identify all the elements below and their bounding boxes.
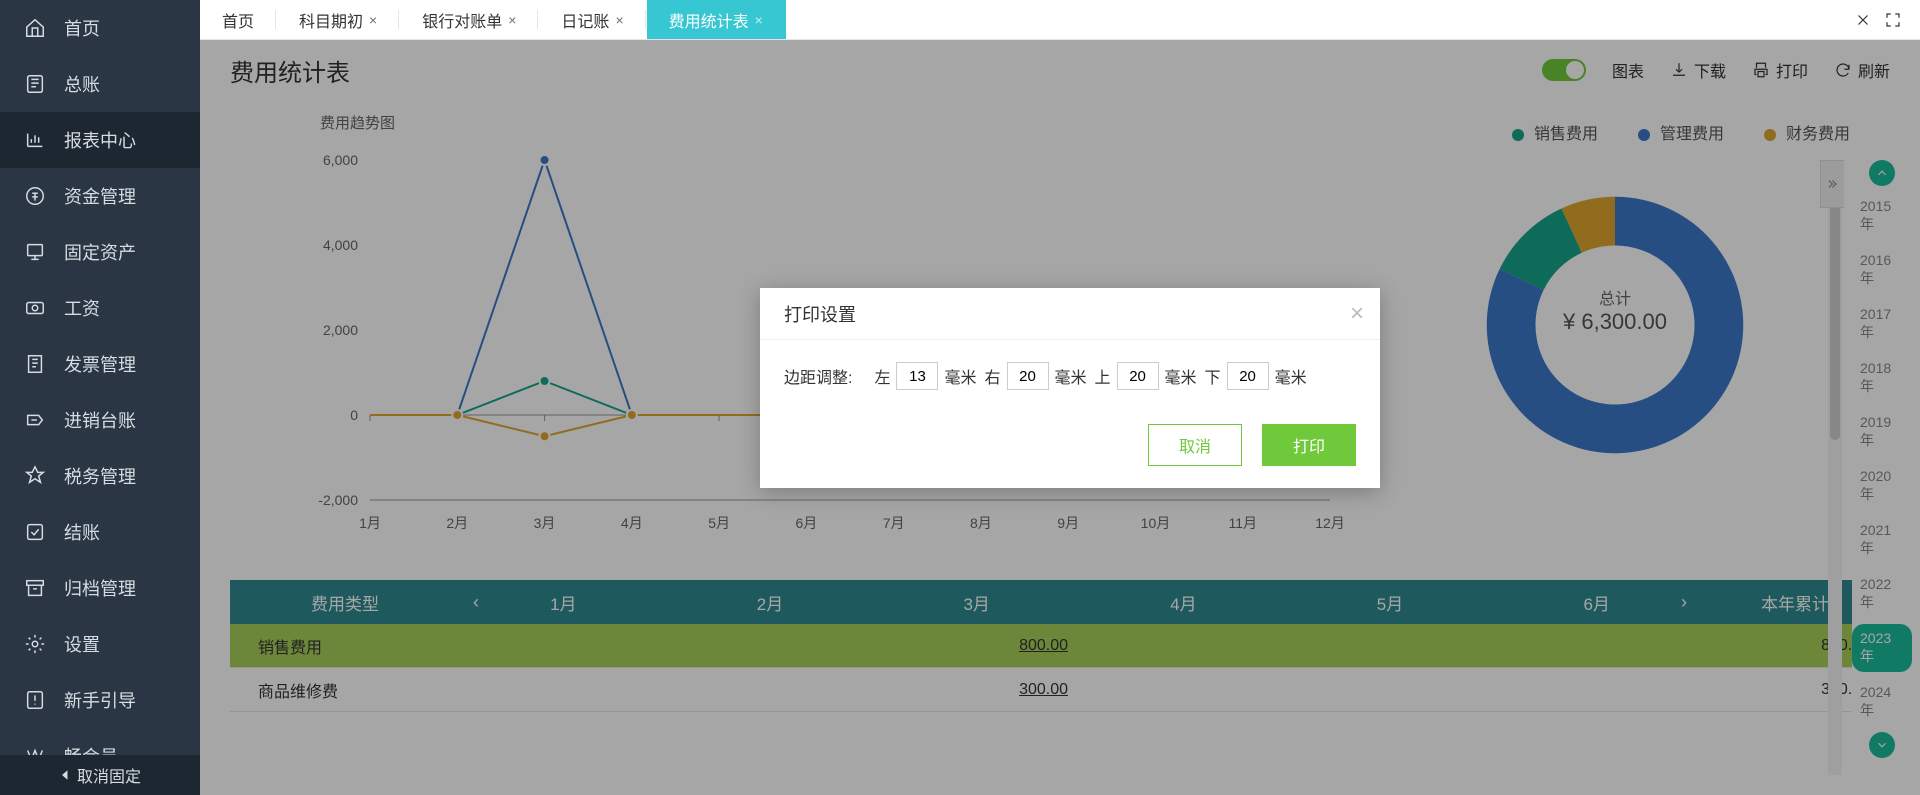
sidebar-item-label: 资金管理 [64,183,136,209]
fund-icon [24,185,46,207]
tab-label: 科目期初 [299,8,363,32]
sidebar-item-label: 报表中心 [64,127,136,153]
invoice-icon [24,353,46,375]
tab-label: 首页 [222,8,254,32]
unit-label: 毫米 [1165,364,1197,388]
settings-icon [24,633,46,655]
sidebar-item-label: 税务管理 [64,463,136,489]
sidebar-item-tax[interactable]: 税务管理 [0,448,200,504]
unit-label: 毫米 [944,364,976,388]
tab-label: 费用统计表 [669,8,749,32]
sidebar-item-label: 结账 [64,519,100,545]
margin-right-input[interactable] [1007,362,1049,390]
tab-0[interactable]: 首页 [200,0,277,39]
sidebar-item-label: 发票管理 [64,351,136,377]
unit-label: 毫米 [1275,364,1307,388]
margin-right-label: 右 [984,364,1000,388]
tab-3[interactable]: 日记账 × [539,0,646,39]
sidebar-item-asset[interactable]: 固定资产 [0,224,200,280]
sidebar-item-settings[interactable]: 设置 [0,616,200,672]
sidebar-item-fund[interactable]: 资金管理 [0,168,200,224]
tab-2[interactable]: 银行对账单 × [400,0,539,39]
sidebar-item-label: 归档管理 [64,575,136,601]
margin-label: 边距调整: [784,364,852,388]
tab-close-all-button[interactable] [1848,5,1878,35]
sidebar-item-close[interactable]: 结账 [0,504,200,560]
report-icon [24,129,46,151]
sidebar-item-ledger[interactable]: 总账 [0,56,200,112]
tab-bar: 首页 科目期初 × 银行对账单 × 日记账 × 费用统计表 × [200,0,1920,40]
margin-left-label: 左 [874,364,890,388]
margin-top-input[interactable] [1117,362,1159,390]
sidebar-item-label: 新手引导 [64,687,136,713]
tab-close-icon[interactable]: × [508,12,516,28]
sidebar-unpin-button[interactable]: 取消固定 [0,755,200,795]
fullscreen-button[interactable] [1878,5,1908,35]
archive-icon [24,577,46,599]
margin-bottom-input[interactable] [1227,362,1269,390]
close-icon [24,521,46,543]
sidebar-item-inout[interactable]: 进销台账 [0,392,200,448]
sidebar-item-guide[interactable]: 新手引导 [0,672,200,728]
tax-icon [24,465,46,487]
tab-close-icon[interactable]: × [755,12,763,28]
ledger-icon [24,73,46,95]
sidebar-item-label: 设置 [64,631,100,657]
tab-close-icon[interactable]: × [615,12,623,28]
print-settings-modal: 打印设置 × 边距调整: 左毫米 右毫米 上毫米 下毫米 取消 打印 [760,288,1380,488]
inout-icon [24,409,46,431]
sidebar-item-label: 工资 [64,295,100,321]
margin-left-input[interactable] [896,362,938,390]
sidebar-item-home[interactable]: 首页 [0,0,200,56]
sidebar-item-label: 进销台账 [64,407,136,433]
salary-icon [24,297,46,319]
sidebar: 首页总账报表中心资金管理固定资产工资发票管理进销台账税务管理结账归档管理设置新手… [0,0,200,795]
margin-bottom-label: 下 [1205,364,1221,388]
tab-label: 银行对账单 [422,8,502,32]
cancel-button[interactable]: 取消 [1148,424,1242,466]
confirm-print-button[interactable]: 打印 [1262,424,1356,466]
sidebar-item-invoice[interactable]: 发票管理 [0,336,200,392]
guide-icon [24,689,46,711]
modal-close-button[interactable]: × [1350,300,1364,328]
unit-label: 毫米 [1055,364,1087,388]
margin-top-label: 上 [1095,364,1111,388]
sidebar-item-archive[interactable]: 归档管理 [0,560,200,616]
sidebar-item-report[interactable]: 报表中心 [0,112,200,168]
asset-icon [24,241,46,263]
sidebar-item-label: 首页 [64,15,100,41]
tab-1[interactable]: 科目期初 × [277,0,400,39]
sidebar-item-salary[interactable]: 工资 [0,280,200,336]
tab-label: 日记账 [561,8,609,32]
sidebar-item-label: 固定资产 [64,239,136,265]
tab-4[interactable]: 费用统计表 × [647,0,786,39]
tab-close-icon[interactable]: × [369,12,377,28]
home-icon [24,17,46,39]
sidebar-item-label: 总账 [64,71,100,97]
modal-title: 打印设置 [784,301,856,327]
